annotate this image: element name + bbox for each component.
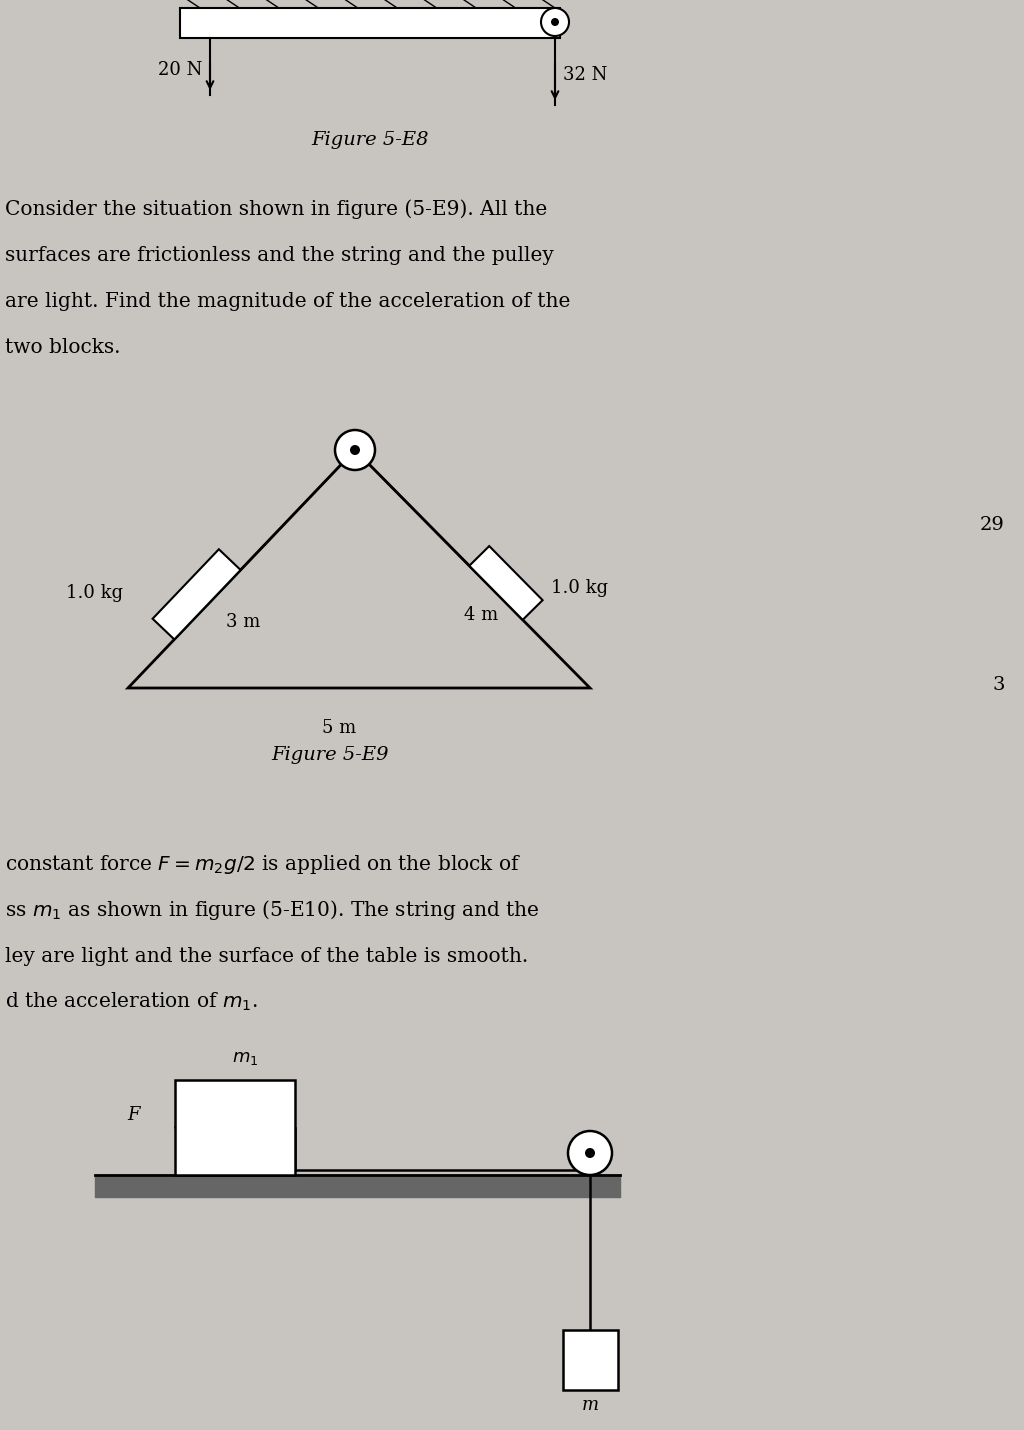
Text: Figure 5-E9: Figure 5-E9 bbox=[271, 746, 389, 764]
Text: constant force $F = m_2 g/2$ is applied on the block of: constant force $F = m_2 g/2$ is applied … bbox=[5, 854, 521, 877]
Text: are light. Find the magnitude of the acceleration of the: are light. Find the magnitude of the acc… bbox=[5, 292, 570, 310]
Text: 3: 3 bbox=[992, 676, 1005, 694]
Circle shape bbox=[568, 1131, 612, 1175]
Text: F: F bbox=[128, 1105, 140, 1124]
Text: surfaces are frictionless and the string and the pulley: surfaces are frictionless and the string… bbox=[5, 246, 554, 265]
Polygon shape bbox=[469, 546, 543, 619]
Circle shape bbox=[350, 445, 360, 455]
Circle shape bbox=[585, 1148, 595, 1158]
Text: 4 m: 4 m bbox=[464, 606, 498, 623]
Text: d the acceleration of $m_1$.: d the acceleration of $m_1$. bbox=[5, 991, 258, 1014]
Polygon shape bbox=[153, 549, 241, 639]
Text: 5 m: 5 m bbox=[322, 719, 356, 736]
Text: two blocks.: two blocks. bbox=[5, 337, 121, 358]
Text: m: m bbox=[582, 1396, 599, 1414]
Circle shape bbox=[551, 19, 559, 26]
Circle shape bbox=[541, 9, 569, 36]
Text: ss $m_1$ as shown in figure (5-E10). The string and the: ss $m_1$ as shown in figure (5-E10). The… bbox=[5, 898, 540, 922]
Bar bbox=[175, 1080, 295, 1175]
Text: 29: 29 bbox=[980, 516, 1005, 533]
Text: ley are light and the surface of the table is smooth.: ley are light and the surface of the tab… bbox=[5, 947, 528, 967]
Circle shape bbox=[335, 430, 375, 470]
Bar bbox=[562, 1330, 617, 1390]
Text: 3 m: 3 m bbox=[226, 612, 260, 631]
Text: 1.0 kg: 1.0 kg bbox=[66, 583, 123, 602]
Text: Figure 5-E8: Figure 5-E8 bbox=[311, 132, 429, 149]
Text: 32 N: 32 N bbox=[563, 66, 607, 84]
Text: 1.0 kg: 1.0 kg bbox=[551, 579, 608, 596]
Text: $m_1$: $m_1$ bbox=[231, 1050, 258, 1067]
Bar bbox=[180, 9, 560, 39]
Text: 20 N: 20 N bbox=[158, 61, 202, 79]
Text: Consider the situation shown in figure (5-E9). All the: Consider the situation shown in figure (… bbox=[5, 199, 547, 219]
